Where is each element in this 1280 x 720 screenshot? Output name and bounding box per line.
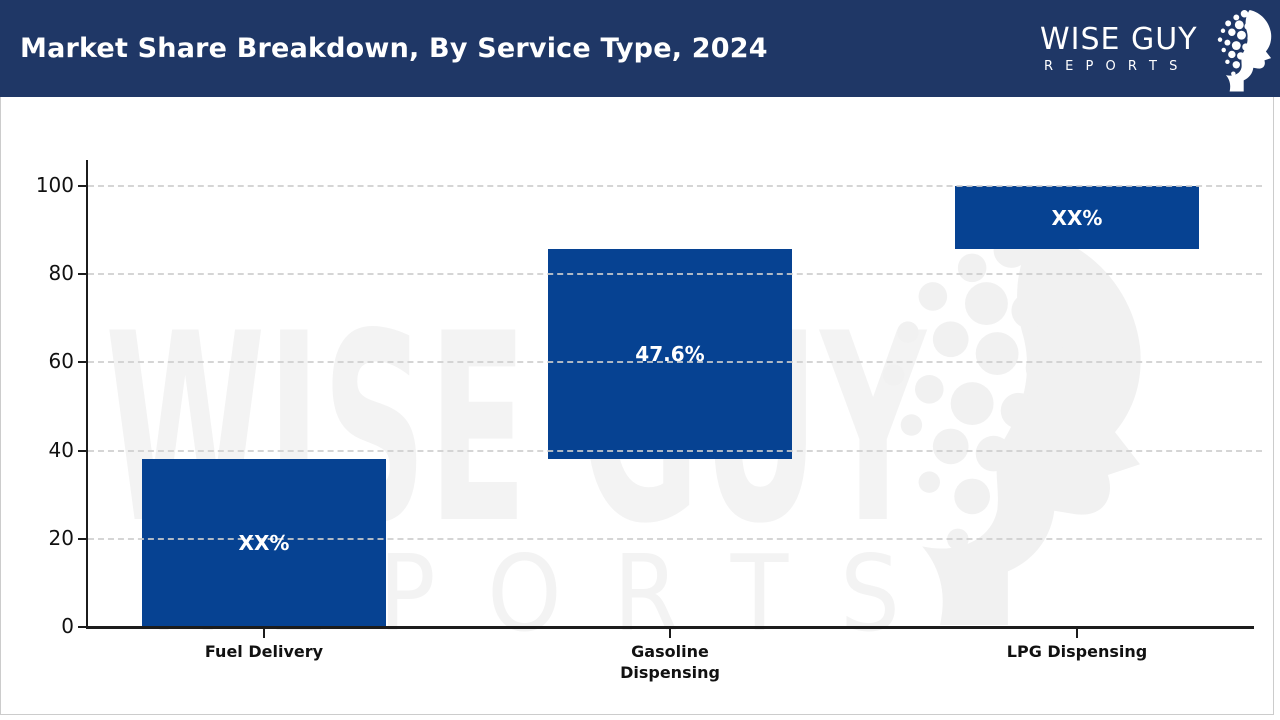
chart-title: Market Share Breakdown, By Service Type,… [20,33,768,64]
y-gridline [88,449,1262,452]
y-axis-line [86,160,88,629]
x-axis-category-label-line: Gasoline [631,642,709,661]
bar-value-label: XX% [1051,205,1103,230]
bar-lpg-dispensing [955,186,1199,250]
x-axis-category-label-line: Dispensing [620,663,720,682]
y-gridline [88,361,1262,364]
x-axis-category-label: LPG Dispensing [967,641,1187,662]
y-axis-tick [78,361,86,364]
x-axis-tick [263,629,265,638]
y-axis-tick [78,273,86,276]
brand-logo-wordmark: WISE GUY [1040,22,1198,57]
y-gridline [88,185,1262,187]
bar-value-label: XX% [238,530,290,555]
bar-fuel-delivery [142,458,386,627]
x-axis-tick [669,629,671,638]
y-axis-tick [78,626,86,628]
bar-value-label: 47.6% [635,342,705,367]
y-axis-tick-label: 40 [48,437,74,462]
x-axis-category-label-line: LPG Dispensing [1006,642,1148,661]
x-axis-category-label: Gasoline Dispensing [560,641,780,683]
y-gridline [88,537,1262,540]
brand-logo-head-icon [1203,7,1277,93]
bar-gasoline-dispensing [548,249,792,459]
y-axis-tick [78,449,86,452]
y-gridline [88,273,1262,276]
y-axis-tick-label: 0 [61,614,74,638]
y-axis-tick-label: 20 [48,525,74,550]
brand-logo-subtext: R E P O R T S [1044,59,1182,74]
watermark-head-icon [800,225,1180,625]
x-axis-tick [1076,629,1078,638]
x-axis-line [86,626,1254,629]
y-axis-tick [78,537,86,540]
y-axis-tick-label: 80 [48,261,74,286]
y-axis-tick-label: 60 [48,349,74,374]
x-axis-category-label-line: Fuel Delivery [204,642,324,661]
y-axis-tick [78,185,86,187]
y-axis-tick-label: 100 [35,173,74,197]
brand-logo: WISE GUY R E P O R T S [1040,22,1280,92]
x-axis-category-label: Fuel Delivery [154,641,374,662]
header-bar: Market Share Breakdown, By Service Type,… [0,0,1280,97]
